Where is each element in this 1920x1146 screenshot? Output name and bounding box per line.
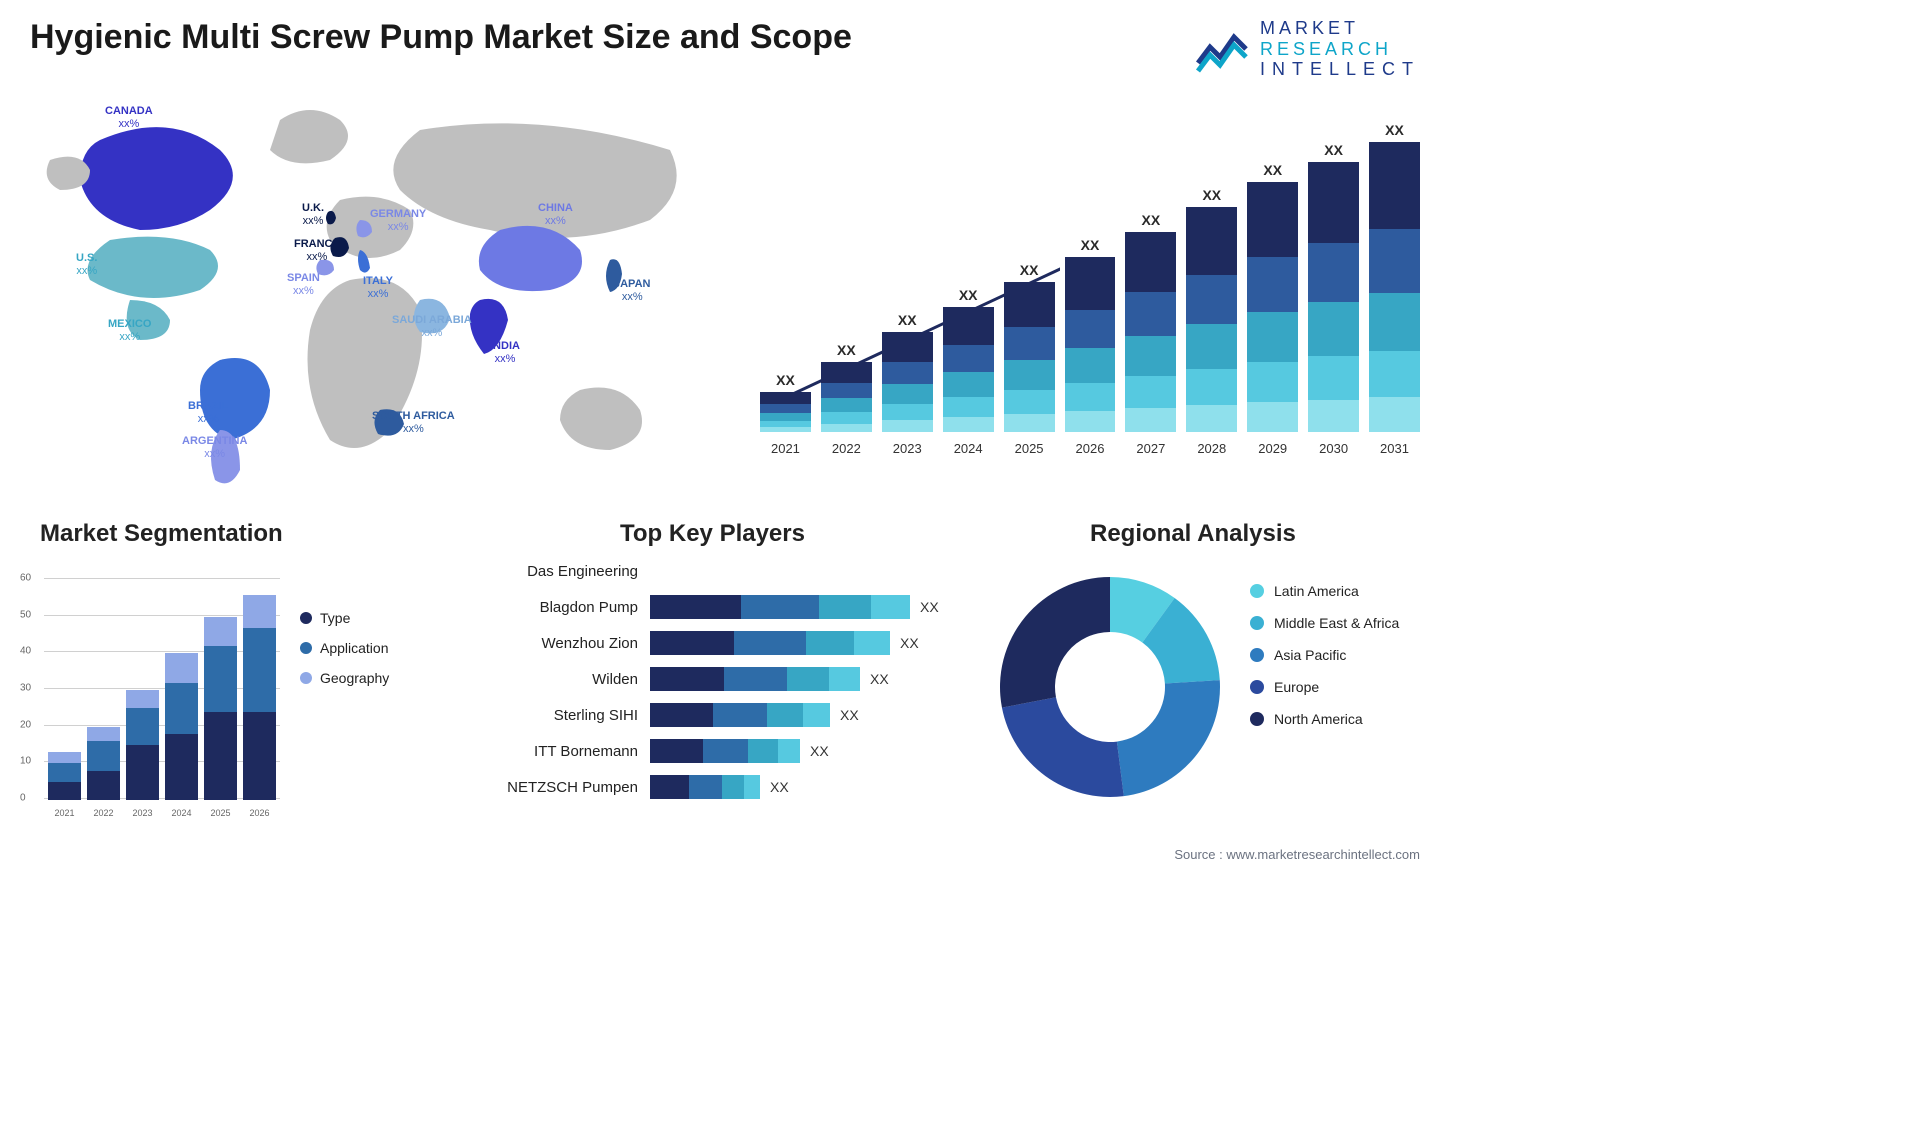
growth-bar-2031: XX2031	[1369, 142, 1420, 432]
brand-logo: MARKET RESEARCH INTELLECT	[1194, 18, 1420, 80]
seg-bar-2025: 2025	[204, 617, 237, 800]
logo-mark-icon	[1194, 23, 1250, 75]
map-label-saudiarabia: SAUDI ARABIAxx%	[392, 314, 472, 339]
kp-row: WildenXX	[480, 663, 980, 695]
growth-chart: XX2021XX2022XX2023XX2024XX2025XX2026XX20…	[760, 90, 1420, 460]
growth-bar-2027: XX2027	[1125, 232, 1176, 432]
donut-slice-asia-pacific	[1117, 680, 1220, 796]
map-label-india: INDIAxx%	[490, 340, 520, 365]
map-label-canada: CANADAxx%	[105, 105, 153, 130]
reg-legend-item: North America	[1250, 711, 1399, 727]
map-label-italy: ITALYxx%	[363, 275, 393, 300]
seg-legend-application: Application	[300, 640, 389, 656]
regional-header: Regional Analysis	[1090, 520, 1296, 548]
growth-bar-2028: XX2028	[1186, 207, 1237, 432]
reg-legend-item: Middle East & Africa	[1250, 615, 1399, 631]
seg-legend-geography: Geography	[300, 670, 389, 686]
map-label-uk: U.K.xx%	[302, 202, 324, 227]
growth-bar-2025: XX2025	[1004, 282, 1055, 432]
map-label-china: CHINAxx%	[538, 202, 573, 227]
kp-row: Wenzhou ZionXX	[480, 627, 980, 659]
map-label-southafrica: SOUTH AFRICAxx%	[372, 410, 455, 435]
page-title: Hygienic Multi Screw Pump Market Size an…	[30, 18, 852, 57]
logo-line3: INTELLECT	[1260, 59, 1420, 80]
map-label-mexico: MEXICOxx%	[108, 318, 151, 343]
map-label-france: FRANCExx%	[294, 238, 340, 263]
growth-bar-2021: XX2021	[760, 392, 811, 432]
map-label-us: U.S.xx%	[76, 252, 97, 277]
seg-bar-2023: 2023	[126, 690, 159, 800]
regional-analysis: Latin America Middle East & Africa Asia Pa…	[990, 545, 1420, 835]
segmentation-legend: Type Application Geography	[300, 610, 389, 700]
growth-bar-2023: XX2023	[882, 332, 933, 432]
reg-legend-item: Latin America	[1250, 583, 1399, 599]
key-players-header: Top Key Players	[620, 520, 805, 548]
map-label-argentina: ARGENTINAxx%	[182, 435, 247, 460]
kp-row: Blagdon PumpXX	[480, 591, 980, 623]
growth-bar-2022: XX2022	[821, 362, 872, 432]
world-map: CANADAxx% U.S.xx% MEXICOxx% BRAZILxx% ARGENT…	[20, 90, 720, 490]
donut-slice-north-america	[1000, 577, 1110, 708]
kp-row: Sterling SIHIXX	[480, 699, 980, 731]
key-players-chart: Das Engineering Blagdon PumpXX Wenzhou Zio…	[480, 555, 980, 835]
map-label-brazil: BRAZILxx%	[188, 400, 228, 425]
kp-row: ITT BornemannXX	[480, 735, 980, 767]
kp-row: Das Engineering	[480, 555, 980, 587]
source-caption: Source : www.marketresearchintellect.com	[1174, 847, 1420, 862]
reg-legend-item: Asia Pacific	[1250, 647, 1399, 663]
map-label-germany: GERMANYxx%	[370, 208, 426, 233]
logo-line1: MARKET	[1260, 18, 1420, 39]
regional-donut-chart	[990, 567, 1230, 807]
logo-text: MARKET RESEARCH INTELLECT	[1260, 18, 1420, 80]
growth-bar-2029: XX2029	[1247, 182, 1298, 432]
logo-line2: RESEARCH	[1260, 39, 1420, 60]
growth-bar-2030: XX2030	[1308, 162, 1359, 432]
seg-bar-2022: 2022	[87, 727, 120, 800]
kp-row: NETZSCH PumpenXX	[480, 771, 980, 803]
growth-bar-2026: XX2026	[1065, 257, 1116, 432]
donut-slice-europe	[1002, 697, 1124, 797]
reg-legend-item: Europe	[1250, 679, 1399, 695]
growth-bar-2024: XX2024	[943, 307, 994, 432]
seg-legend-type: Type	[300, 610, 389, 626]
seg-bar-2024: 2024	[165, 653, 198, 800]
seg-bar-2021: 2021	[48, 752, 81, 800]
map-label-spain: SPAINxx%	[287, 272, 320, 297]
map-label-japan: JAPANxx%	[614, 278, 650, 303]
segmentation-chart: 0102030405060202120222023202420252026 Ty…	[20, 560, 440, 835]
segmentation-header: Market Segmentation	[40, 520, 283, 548]
regional-legend: Latin America Middle East & Africa Asia Pa…	[1250, 583, 1399, 743]
seg-bar-2026: 2026	[243, 595, 276, 800]
